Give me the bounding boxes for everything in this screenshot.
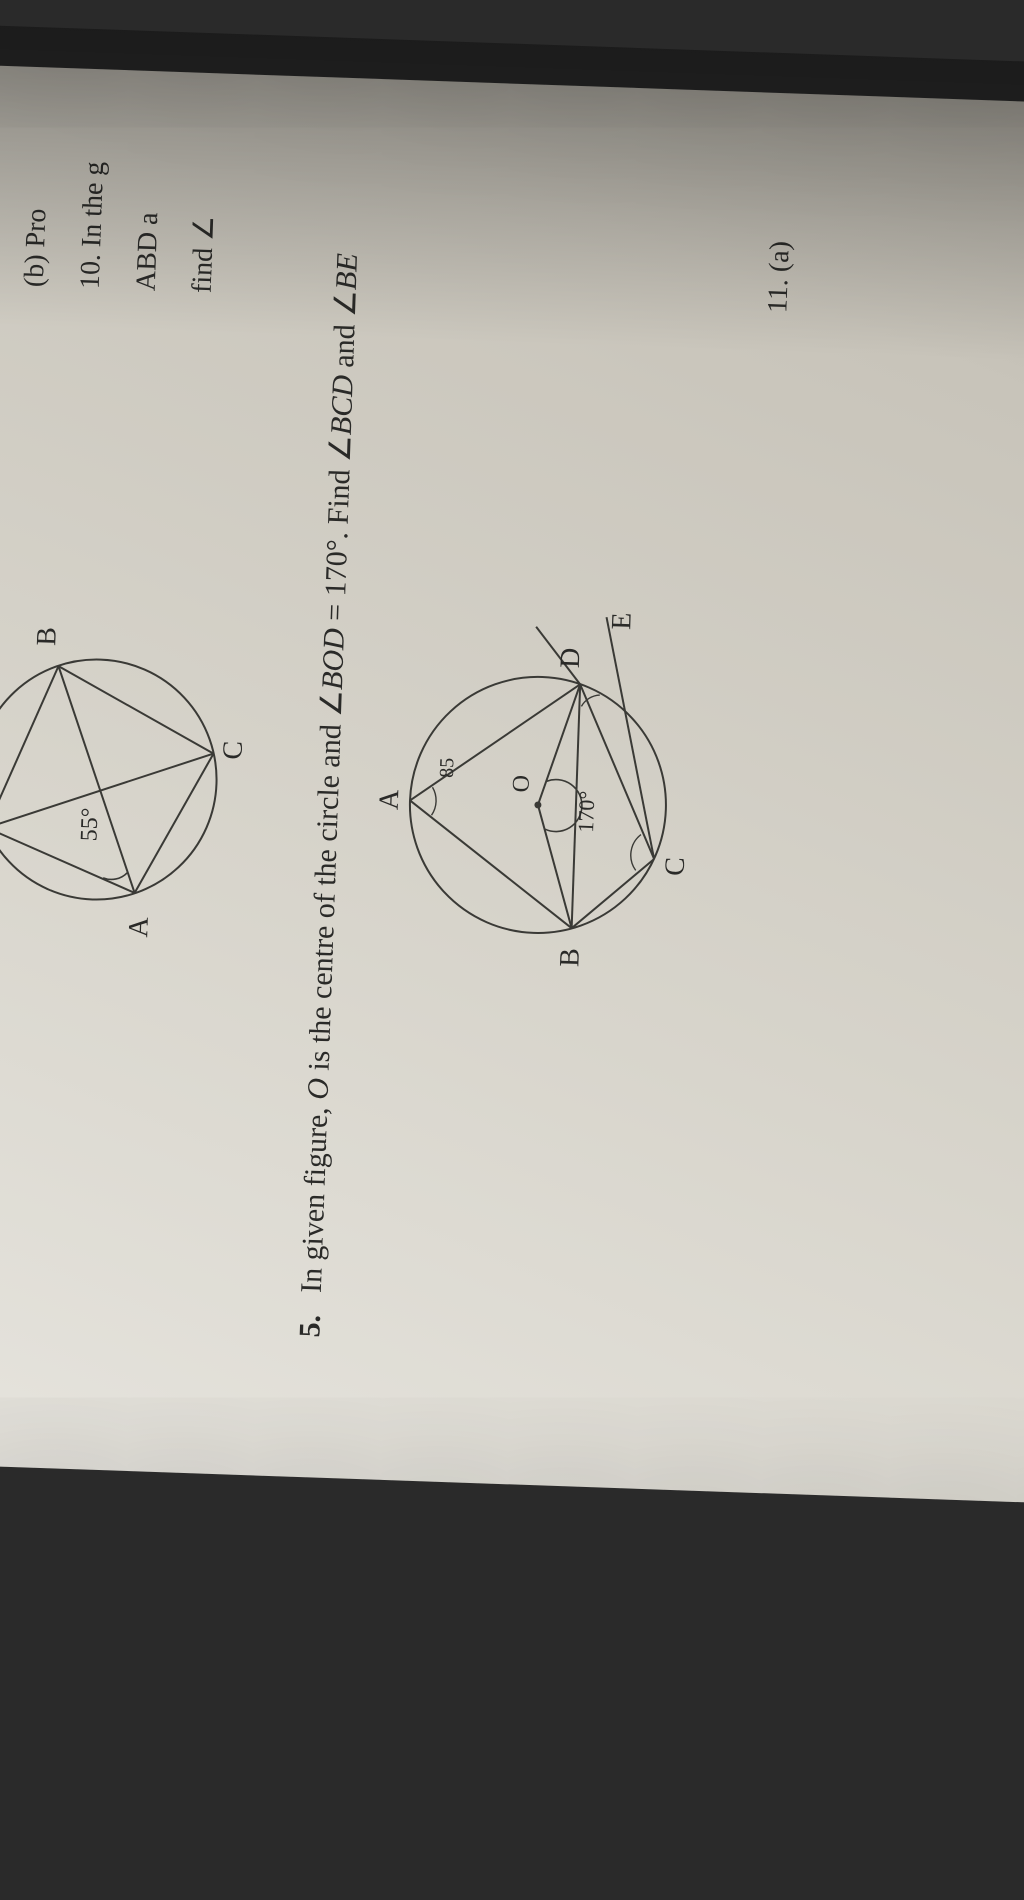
svg-text:C: C [660,857,692,877]
q5-label: 5. [287,1314,334,1338]
figure-1-wrap: P B A C 55° [0,225,265,1335]
gutter-line: find ∠ [175,92,238,294]
q5-seg1: O [301,1077,335,1100]
svg-text:55°: 55° [76,807,103,841]
svg-text:E: E [606,612,638,630]
svg-text:A: A [374,788,406,810]
gutter-line: 10. In the g [63,88,126,290]
svg-text:B: B [31,626,63,646]
svg-text:85: 85 [436,757,459,778]
gutter-partial-text: 9. (a) Sho (b) Pro 10. In the g ABD a fi… [0,84,813,314]
q5-mid3: and ∠ [326,289,362,375]
svg-text:A: A [123,916,155,938]
svg-text:C: C [217,740,249,760]
q5-ang2: BCD [324,374,359,435]
gutter-line: (b) Pro [7,86,70,288]
gutter-line: ABD a [119,90,182,292]
figure-1: P B A C 55° [0,614,252,944]
q5-text: In given figure, O is the centre of the … [288,237,371,1293]
figure-2-wrap: A B D C E O 85 170° [359,240,727,1351]
svg-text:B: B [554,948,586,968]
q5-ang1: BOD [315,628,350,691]
svg-text:D: D [555,647,587,668]
q5-mid2: = 170°. Find ∠ [317,434,357,628]
gutter-line: 11. (a) [750,112,813,314]
svg-text:O: O [508,775,535,793]
question-5: 5. In given figure, O is the centre of t… [287,237,372,1338]
q5-pre: In given figure, [294,1099,334,1293]
figure-2: A B D C E O 85 170° [372,599,715,990]
q5-mid1: is the centre of the circle and ∠ [302,689,349,1078]
svg-text:170°: 170° [573,790,599,833]
